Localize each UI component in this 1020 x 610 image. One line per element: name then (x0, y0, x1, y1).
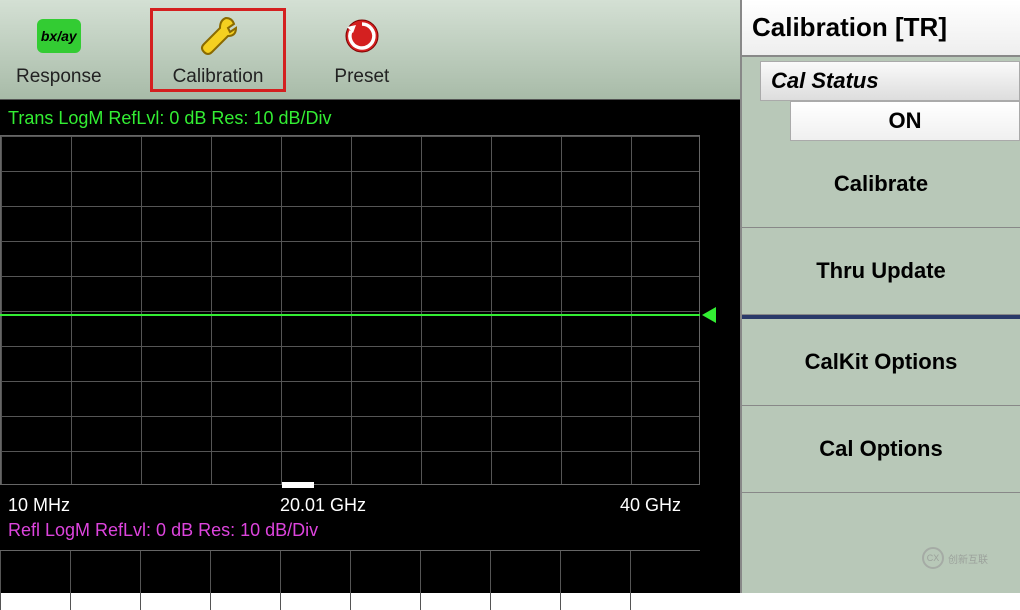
response-icon: bx/ay (35, 12, 83, 60)
sidebar-title: Calibration [TR] (742, 0, 1020, 57)
calibrate-button[interactable]: Calibrate (742, 141, 1020, 228)
graph-grid-bottom (0, 550, 700, 610)
watermark: CX 创新互联 (922, 543, 1012, 573)
trace-marker-icon (702, 307, 716, 323)
graph-top-label: Trans LogM RefLvl: 0 dB Res: 10 dB/Div (8, 108, 331, 129)
cal-status-value[interactable]: ON (790, 101, 1020, 141)
watermark-icon: CX (922, 547, 944, 569)
wrench-icon (194, 12, 242, 60)
xaxis-start: 10 MHz (8, 495, 70, 516)
trace-line (0, 314, 700, 316)
status-section: Cal Status ON (742, 57, 1020, 141)
toolbar-response[interactable]: bx/ay Response (8, 8, 110, 92)
cal-options-button[interactable]: Cal Options (742, 406, 1020, 493)
toolbar-preset-label: Preset (334, 66, 389, 88)
graph-grid-top (0, 135, 700, 485)
watermark-text: 创新互联 (948, 551, 988, 566)
calkit-options-button[interactable]: CalKit Options (742, 319, 1020, 406)
graph-bottom-label: Refl LogM RefLvl: 0 dB Res: 10 dB/Div (8, 520, 318, 541)
cal-status-header: Cal Status (760, 61, 1020, 101)
toolbar-preset[interactable]: Preset (326, 8, 397, 92)
refresh-icon (338, 12, 386, 60)
toolbar-calibration-label: Calibration (173, 66, 264, 88)
graph-area: Trans LogM RefLvl: 0 dB Res: 10 dB/Div 1… (0, 100, 740, 593)
xaxis-center: 20.01 GHz (280, 495, 366, 516)
toolbar: bx/ay Response Calibration Preset (0, 0, 740, 100)
sidebar: Calibration [TR] Cal Status ON Calibrate… (740, 0, 1020, 593)
toolbar-calibration[interactable]: Calibration (150, 8, 287, 92)
thru-update-button[interactable]: Thru Update (742, 228, 1020, 315)
scroll-indicator (282, 482, 314, 488)
xaxis-end: 40 GHz (620, 495, 681, 516)
toolbar-response-label: Response (16, 66, 102, 88)
